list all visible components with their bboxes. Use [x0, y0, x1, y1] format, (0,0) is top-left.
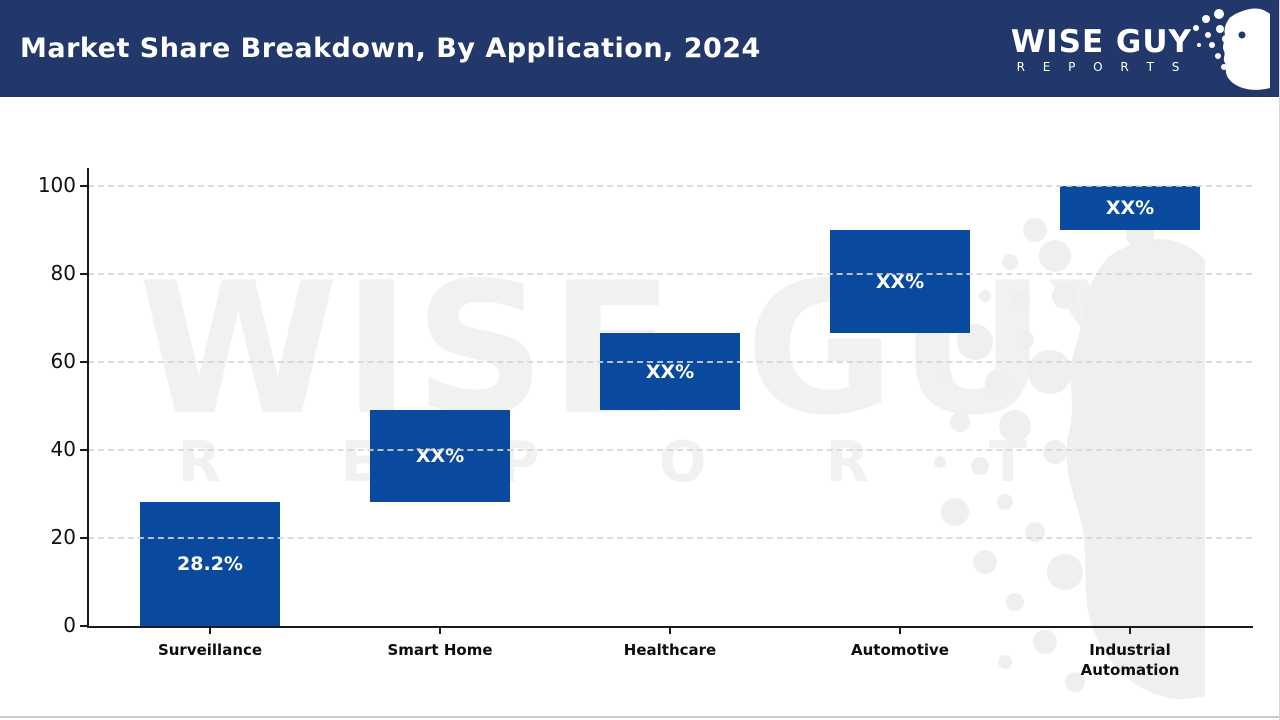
logo-text: WISE GUY R E P O R T S — [1011, 25, 1192, 74]
watermark-dotted-head-icon — [934, 209, 1205, 700]
y-gridline — [88, 537, 1252, 539]
x-tick-mark — [209, 628, 211, 634]
y-tick-label: 20 — [50, 525, 76, 549]
y-tick-mark — [80, 273, 88, 275]
y-gridline — [88, 185, 1252, 187]
y-gridline — [88, 361, 1252, 363]
y-tick-mark — [80, 625, 88, 627]
bar-value-label: XX% — [875, 270, 925, 293]
logo-subtext: R E P O R T S — [1016, 59, 1187, 74]
y-tick-mark — [80, 449, 88, 451]
x-category-label: Healthcare — [623, 641, 717, 659]
bottom-border — [0, 716, 1279, 718]
wise-guy-reports-logo: WISE GUY R E P O R T S — [1011, 4, 1270, 94]
y-tick-label: 0 — [63, 613, 76, 637]
x-category-label: Automotive — [851, 641, 949, 659]
bar-value-label: 28.2% — [177, 552, 243, 575]
bar-value-label: XX% — [1105, 197, 1155, 219]
header-bar: Market Share Breakdown, By Application, … — [0, 0, 1279, 97]
logo-wordmark: WISE GUY — [1010, 23, 1192, 60]
y-tick-mark — [80, 361, 88, 363]
x-axis-line — [87, 626, 1253, 628]
bar-segment: XX% — [1060, 186, 1200, 230]
x-tick-mark — [669, 628, 671, 634]
y-tick-mark — [80, 537, 88, 539]
y-gridline — [88, 449, 1252, 451]
bar-segment: XX% — [600, 333, 740, 411]
dotted-head-profile-icon — [1193, 8, 1270, 90]
bar-segment: 28.2% — [140, 501, 280, 626]
page-title: Market Share Breakdown, By Application, … — [20, 33, 761, 64]
y-tick-label: 100 — [37, 173, 76, 197]
x-tick-mark — [1129, 628, 1131, 634]
x-category-label: Industrial Automation — [1080, 641, 1180, 679]
y-gridline — [88, 273, 1252, 275]
y-tick-label: 40 — [50, 437, 76, 461]
y-tick-label: 60 — [50, 349, 76, 373]
y-tick-mark — [80, 185, 88, 187]
y-axis-line — [87, 168, 89, 628]
bar-value-label: XX% — [645, 360, 695, 383]
x-tick-mark — [439, 628, 441, 634]
bar-segment: XX% — [370, 410, 510, 502]
bar-segment: XX% — [830, 230, 970, 334]
x-category-label: Surveillance — [157, 641, 263, 659]
x-category-label: Smart Home — [387, 641, 493, 659]
x-tick-mark — [899, 628, 901, 634]
y-tick-label: 80 — [50, 261, 76, 285]
